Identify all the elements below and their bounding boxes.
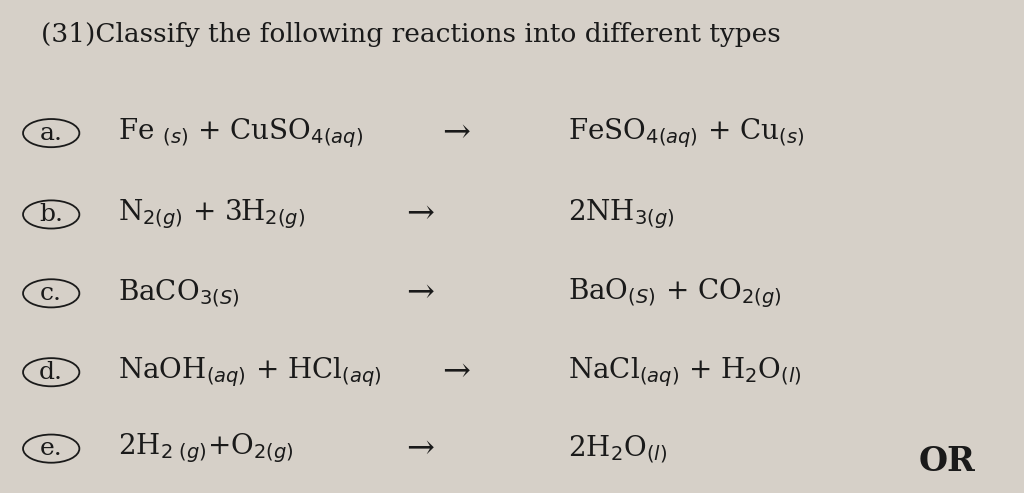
Text: 2NH$_{3(g)}$: 2NH$_{3(g)}$ bbox=[568, 198, 675, 231]
Text: e.: e. bbox=[40, 437, 62, 460]
Text: BaCO$_{3(S)}$: BaCO$_{3(S)}$ bbox=[118, 278, 240, 309]
Text: →: → bbox=[406, 433, 434, 464]
Text: OR: OR bbox=[919, 445, 976, 478]
Text: b.: b. bbox=[39, 203, 63, 226]
Text: →: → bbox=[441, 356, 470, 388]
Text: →: → bbox=[406, 199, 434, 230]
Text: NaCl$_{(aq)}$ + H$_{2}$O$_{(l)}$: NaCl$_{(aq)}$ + H$_{2}$O$_{(l)}$ bbox=[568, 355, 802, 389]
Text: →: → bbox=[406, 278, 434, 309]
Text: 2H$_{2\ (g)}$+O$_{2(g)}$: 2H$_{2\ (g)}$+O$_{2(g)}$ bbox=[118, 432, 293, 465]
Text: 2H$_{2}$O$_{(l)}$: 2H$_{2}$O$_{(l)}$ bbox=[568, 433, 668, 464]
Text: N$_{2(g)}$ + 3H$_{2(g)}$: N$_{2(g)}$ + 3H$_{2(g)}$ bbox=[118, 198, 305, 231]
Text: d.: d. bbox=[39, 361, 63, 384]
Text: c.: c. bbox=[40, 282, 62, 305]
Text: NaOH$_{(aq)}$ + HCl$_{(aq)}$: NaOH$_{(aq)}$ + HCl$_{(aq)}$ bbox=[118, 355, 381, 389]
Text: (31)Classify the following reactions into different types: (31)Classify the following reactions int… bbox=[41, 22, 780, 47]
Text: Fe $_{(s)}$ + CuSO$_{4(aq)}$: Fe $_{(s)}$ + CuSO$_{4(aq)}$ bbox=[118, 116, 362, 150]
Text: →: → bbox=[441, 117, 470, 149]
Text: BaO$_{(S)}$ + CO$_{2(g)}$: BaO$_{(S)}$ + CO$_{2(g)}$ bbox=[568, 277, 782, 310]
Text: FeSO$_{4(aq)}$ + Cu$_{(s)}$: FeSO$_{4(aq)}$ + Cu$_{(s)}$ bbox=[568, 116, 805, 150]
Text: a.: a. bbox=[40, 122, 62, 144]
